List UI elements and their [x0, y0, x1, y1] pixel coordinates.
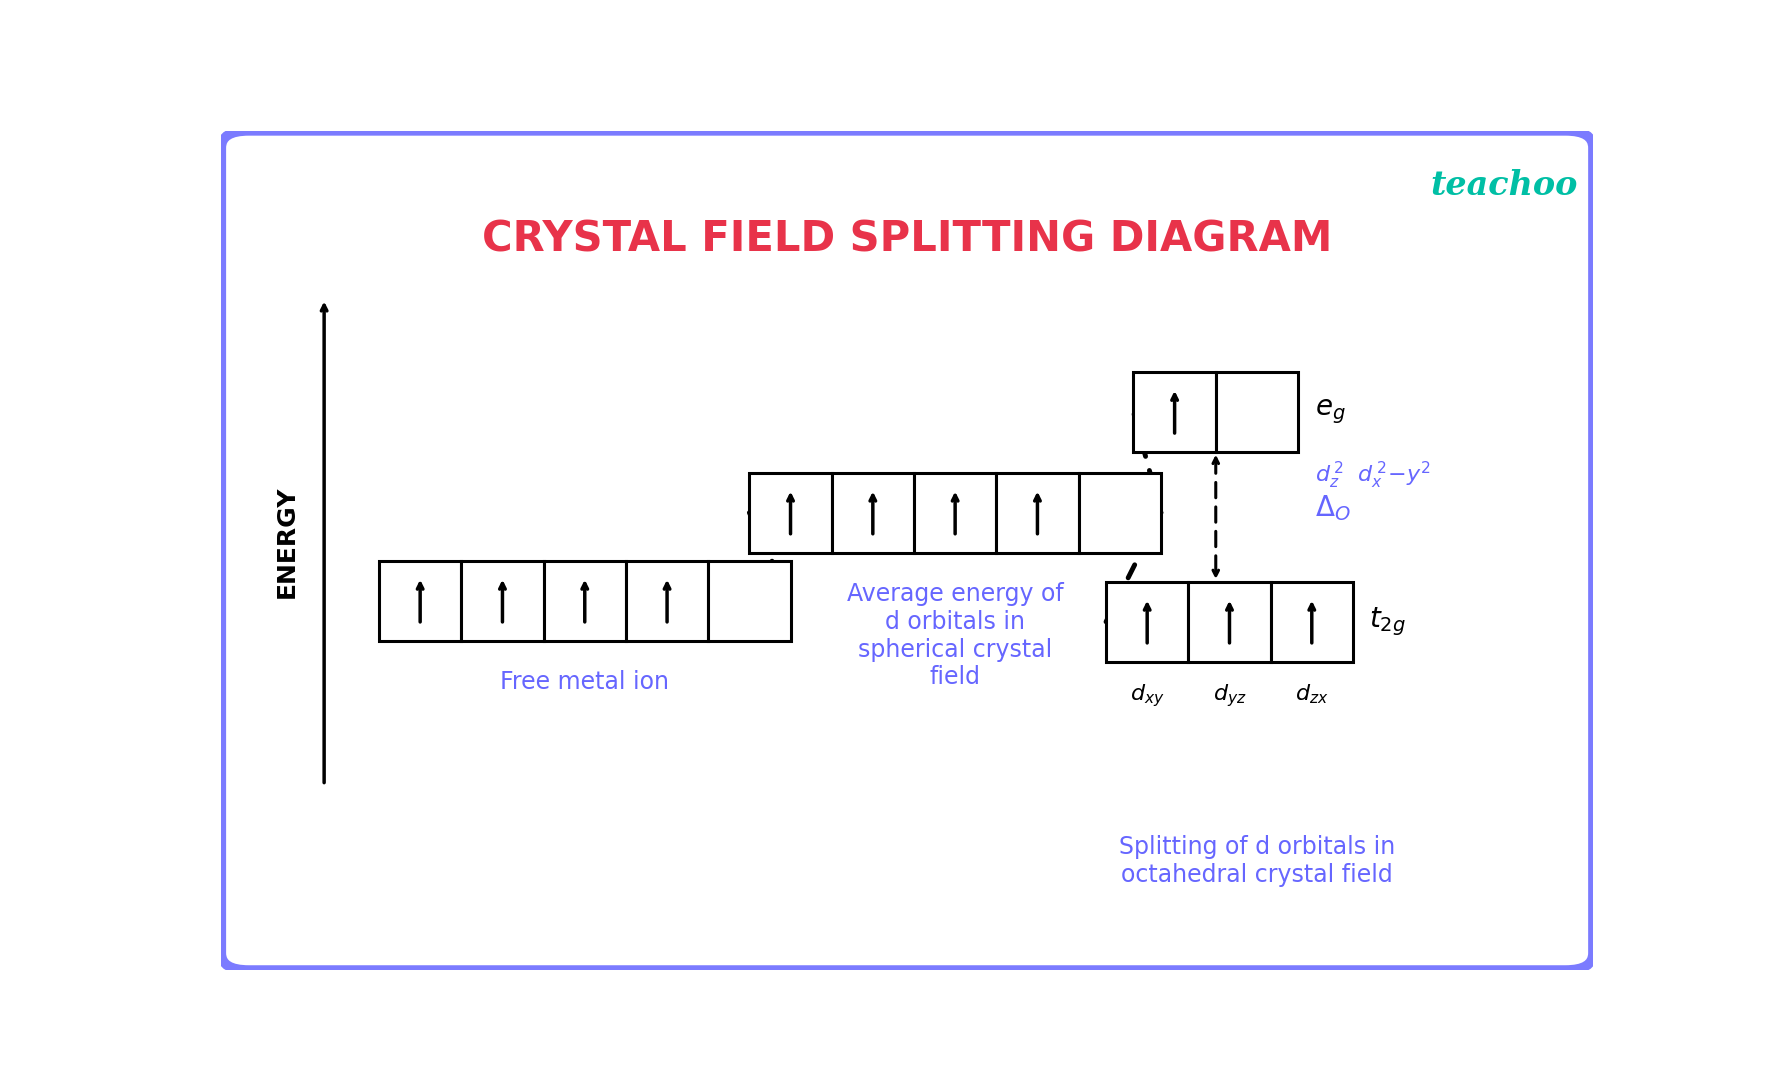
Bar [832, 473, 913, 553]
Text: $\Delta_O$: $\Delta_O$ [1315, 494, 1351, 523]
Text: $d_{zx}$: $d_{zx}$ [1296, 682, 1329, 706]
Bar [1078, 473, 1161, 553]
Text: Free metal ion: Free metal ion [501, 670, 669, 694]
Bar [749, 473, 832, 553]
Bar [462, 561, 543, 641]
Text: teachoo: teachoo [1430, 169, 1577, 202]
Bar [1106, 582, 1188, 662]
Bar [1271, 582, 1352, 662]
Text: $e_g$: $e_g$ [1315, 398, 1345, 426]
Bar [543, 561, 627, 641]
Text: ENERGY: ENERGY [274, 486, 299, 598]
Bar [379, 561, 462, 641]
Text: Average energy of
d orbitals in
spherical crystal
field: Average energy of d orbitals in spherica… [846, 582, 1064, 689]
Bar [1216, 372, 1297, 452]
Text: $t_{2g}$: $t_{2g}$ [1370, 605, 1407, 638]
Text: $d_{xy}$: $d_{xy}$ [1129, 682, 1165, 710]
Bar [1188, 582, 1271, 662]
Text: CRYSTAL FIELD SPLITTING DIAGRAM: CRYSTAL FIELD SPLITTING DIAGRAM [481, 219, 1333, 261]
Bar [997, 473, 1078, 553]
Text: Splitting of d orbitals in
octahedral crystal field: Splitting of d orbitals in octahedral cr… [1119, 835, 1395, 887]
Bar [627, 561, 708, 641]
Bar [913, 473, 997, 553]
Text: $d_z^{\,2}$  $d_x^{\,2}\!-\!y^2$: $d_z^{\,2}$ $d_x^{\,2}\!-\!y^2$ [1315, 460, 1430, 492]
Bar [1133, 372, 1216, 452]
Bar [708, 561, 791, 641]
Text: $d_{yz}$: $d_{yz}$ [1212, 682, 1246, 710]
FancyBboxPatch shape [221, 131, 1593, 970]
